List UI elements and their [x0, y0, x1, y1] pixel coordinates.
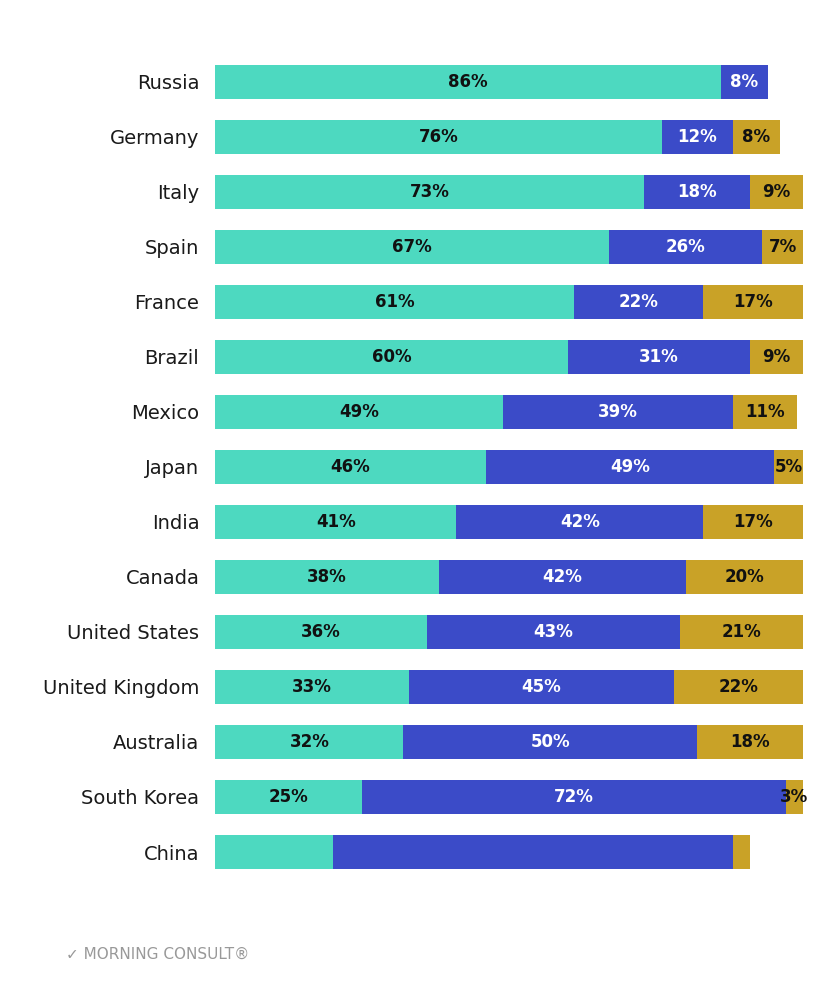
Bar	[215, 65, 720, 99]
Bar	[485, 450, 772, 484]
Text: 49%: 49%	[609, 458, 649, 476]
Bar	[215, 615, 427, 649]
Text: 39%: 39%	[597, 403, 637, 421]
Bar	[215, 230, 609, 263]
Bar	[573, 285, 702, 318]
Bar	[215, 285, 573, 318]
Text: 46%: 46%	[330, 458, 370, 476]
Text: 18%: 18%	[729, 733, 769, 751]
Text: 76%: 76%	[418, 128, 458, 145]
Bar	[696, 724, 802, 759]
Bar	[215, 560, 438, 594]
Bar	[215, 670, 409, 704]
Bar	[772, 450, 802, 484]
Text: 22%: 22%	[618, 293, 657, 311]
Text: 3%: 3%	[779, 788, 807, 806]
Text: 21%: 21%	[720, 623, 760, 641]
Text: 33%: 33%	[292, 678, 332, 696]
Text: 8%: 8%	[741, 128, 769, 145]
Text: 42%: 42%	[559, 513, 599, 531]
Bar	[503, 395, 732, 429]
Text: 50%: 50%	[530, 733, 570, 751]
Bar	[215, 120, 662, 154]
Text: 18%: 18%	[676, 183, 716, 201]
Bar	[732, 120, 779, 154]
Text: 73%: 73%	[409, 183, 449, 201]
Text: 9%: 9%	[762, 348, 790, 366]
Bar	[215, 340, 567, 374]
Text: 38%: 38%	[307, 568, 347, 586]
Text: 61%: 61%	[375, 293, 414, 311]
Text: 67%: 67%	[392, 238, 432, 256]
Bar	[685, 560, 802, 594]
Text: 32%: 32%	[289, 733, 329, 751]
Text: 45%: 45%	[521, 678, 561, 696]
Text: 49%: 49%	[339, 403, 379, 421]
Text: 31%: 31%	[638, 348, 678, 366]
Bar	[785, 780, 802, 814]
Text: 72%: 72%	[553, 788, 593, 806]
Text: ✓ MORNING CONSULT®: ✓ MORNING CONSULT®	[66, 947, 249, 961]
Bar	[332, 835, 732, 869]
Bar	[567, 340, 749, 374]
Bar	[403, 724, 696, 759]
Bar	[643, 175, 749, 209]
Text: 26%: 26%	[665, 238, 705, 256]
Bar	[732, 835, 749, 869]
Bar	[215, 505, 456, 539]
Bar	[438, 560, 685, 594]
Text: 43%: 43%	[533, 623, 572, 641]
Text: 9%: 9%	[762, 183, 790, 201]
Text: 12%: 12%	[676, 128, 716, 145]
Bar	[215, 450, 485, 484]
Text: 22%: 22%	[718, 678, 758, 696]
Bar	[409, 670, 673, 704]
Text: 7%: 7%	[767, 238, 796, 256]
Text: 86%: 86%	[447, 73, 487, 90]
Text: 17%: 17%	[733, 293, 772, 311]
Bar	[761, 230, 802, 263]
Bar	[679, 615, 802, 649]
Text: 20%: 20%	[724, 568, 763, 586]
Text: 36%: 36%	[301, 623, 341, 641]
Bar	[362, 780, 785, 814]
Text: 41%: 41%	[316, 513, 356, 531]
Text: 8%: 8%	[729, 73, 758, 90]
Text: 25%: 25%	[269, 788, 308, 806]
Bar	[749, 175, 802, 209]
Text: 42%: 42%	[542, 568, 581, 586]
Bar	[215, 724, 403, 759]
Bar	[427, 615, 679, 649]
Text: 60%: 60%	[371, 348, 411, 366]
Bar	[456, 505, 702, 539]
Bar	[673, 670, 802, 704]
Bar	[702, 285, 802, 318]
Bar	[662, 120, 732, 154]
Bar	[215, 395, 503, 429]
Bar	[215, 175, 643, 209]
Text: 5%: 5%	[773, 458, 801, 476]
Bar	[732, 395, 796, 429]
Bar	[215, 835, 332, 869]
Bar	[749, 340, 802, 374]
Bar	[215, 780, 362, 814]
Bar	[720, 65, 767, 99]
Text: 11%: 11%	[744, 403, 784, 421]
Bar	[702, 505, 802, 539]
Bar	[609, 230, 761, 263]
Text: 17%: 17%	[733, 513, 772, 531]
